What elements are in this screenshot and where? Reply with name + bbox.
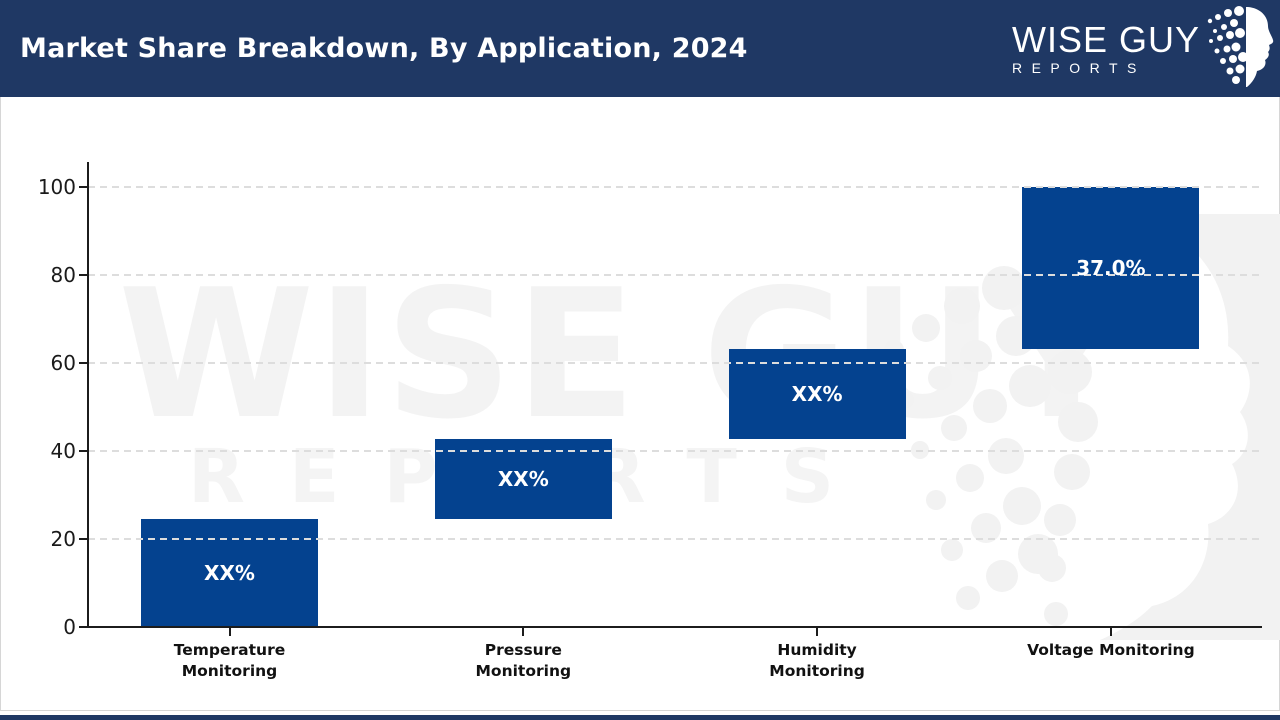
x-axis-category-label: Humidity Monitoring <box>769 640 865 682</box>
wise-guy-reports-logo: WISE GUY REPORTS <box>1012 5 1280 93</box>
gridline <box>88 274 1262 276</box>
bar-segment <box>141 519 318 627</box>
x-axis-category-label: Pressure Monitoring <box>476 640 572 682</box>
bar-segment <box>1022 187 1200 349</box>
x-axis-category-label-line: Pressure <box>484 641 562 659</box>
logo-subtitle: REPORTS <box>1011 59 1146 76</box>
y-axis-tick-label: 0 <box>63 615 76 639</box>
x-axis-category-label-line: Monitoring <box>769 662 865 680</box>
logo-text: WISE GUY REPORTS <box>1011 18 1200 76</box>
logo-wordmark: WISE GUY <box>1011 18 1200 60</box>
x-axis-tick <box>228 628 231 636</box>
x-axis-category-label-line: Monitoring <box>181 662 278 680</box>
gridline <box>88 538 1262 540</box>
x-axis-category-label-line: Humidity <box>777 641 857 659</box>
y-axis-tick <box>79 186 87 188</box>
x-axis-category-label: Voltage Monitoring <box>1027 640 1195 661</box>
y-axis-tick-label: 80 <box>50 263 76 287</box>
y-axis-tick-label: 100 <box>37 175 76 199</box>
gridline <box>88 362 1262 364</box>
bar-segment <box>434 438 612 520</box>
bar-value-label: XX% <box>497 466 549 491</box>
y-axis-tick-label: 60 <box>50 351 76 375</box>
y-axis-line <box>87 162 89 628</box>
x-axis-tick <box>522 628 525 636</box>
x-axis-category-label: Temperature Monitoring <box>174 640 286 682</box>
y-axis-tick <box>79 626 87 628</box>
y-axis-tick <box>79 450 87 452</box>
x-axis-line <box>87 626 1262 628</box>
gridline <box>88 186 1262 188</box>
bar-value-label: XX% <box>791 381 843 406</box>
page-title: Market Share Breakdown, By Application, … <box>20 33 748 64</box>
dotted-face-profile-icon <box>1202 5 1274 93</box>
x-axis-category-label-line: Voltage Monitoring <box>1027 641 1195 659</box>
bar-value-label: XX% <box>204 561 255 586</box>
header-bar: Market Share Breakdown, By Application, … <box>0 0 1280 97</box>
x-axis-tick <box>816 628 819 636</box>
y-axis-tick <box>79 538 87 540</box>
y-axis-tick-label: 40 <box>50 439 76 463</box>
bar-value-label: 37.0% <box>1076 255 1146 280</box>
x-axis-category-label-line: Temperature <box>173 641 286 659</box>
y-axis-tick <box>79 274 87 276</box>
x-axis-tick <box>1109 628 1112 636</box>
y-axis-tick-label: 20 <box>50 527 76 551</box>
gridline <box>88 450 1262 452</box>
x-axis-category-label-line: Monitoring <box>475 662 572 680</box>
y-axis-tick <box>79 362 87 364</box>
footer-bar <box>0 715 1280 720</box>
